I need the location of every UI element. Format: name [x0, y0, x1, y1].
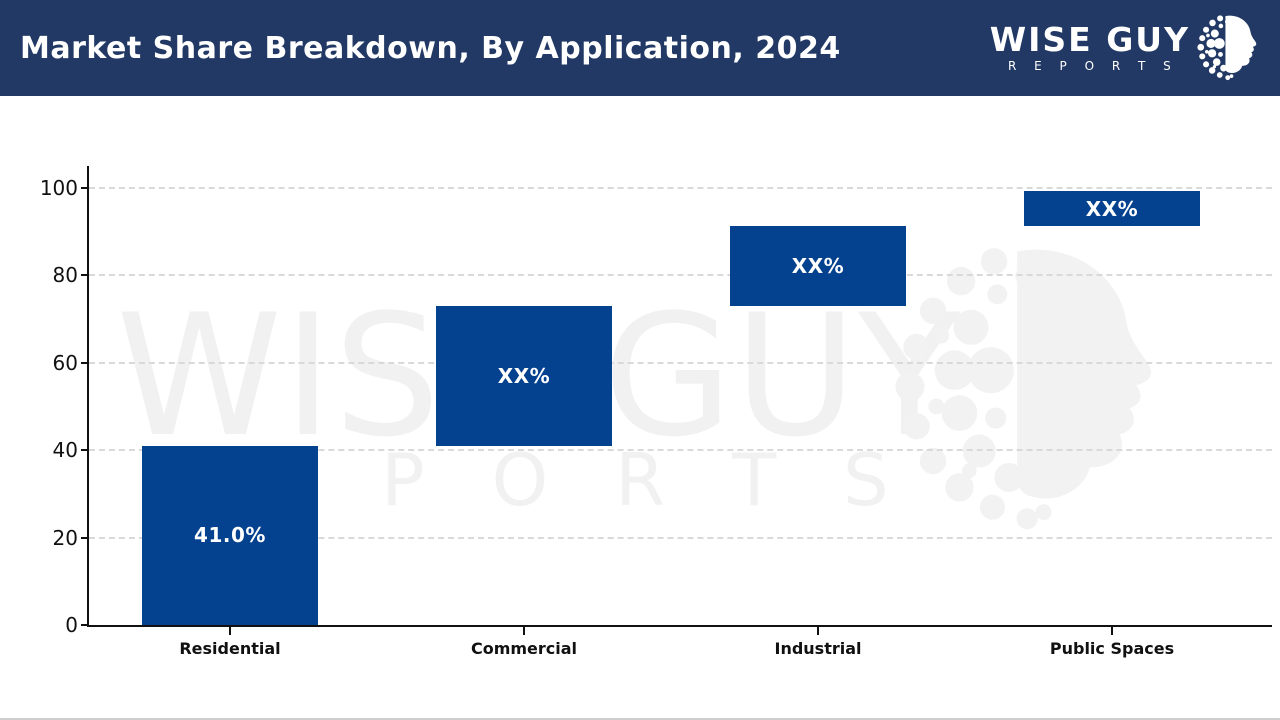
bar-industrial: XX% [730, 226, 906, 307]
y-tick-label: 100 [39, 175, 78, 200]
y-tick-label: 80 [52, 263, 78, 287]
gridline-40 [89, 449, 1272, 451]
bar-value-label: 41.0% [194, 523, 266, 548]
bar-public-spaces: XX% [1024, 190, 1200, 227]
gridline-100 [89, 186, 1272, 189]
y-tick-60 [81, 361, 89, 364]
bar-value-label: XX% [1085, 196, 1139, 221]
x-tick-3 [1111, 627, 1113, 635]
y-tick-80 [81, 274, 89, 276]
logo-subtitle: R E P O R T S [1007, 58, 1178, 73]
logo-wordmark: WISE GUY [989, 20, 1190, 60]
gridline-20 [89, 536, 1272, 539]
bar-residential: 41.0% [142, 445, 318, 625]
y-tick-40 [81, 449, 89, 451]
logo-dotted-head-icon [1197, 15, 1257, 81]
x-tick-2 [817, 627, 819, 635]
header-bar: Market Share Breakdown, By Application, … [0, 0, 1280, 96]
x-tick-label-industrial: Industrial [774, 639, 862, 658]
bar-commercial: XX% [436, 306, 612, 446]
gridline-80 [89, 274, 1272, 276]
y-tick-label: 40 [52, 438, 78, 462]
logo-text: WISE GUY R E P O R T S [990, 23, 1190, 73]
bar-value-label: XX% [791, 254, 845, 279]
page-title: Market Share Breakdown, By Application, … [20, 30, 841, 66]
y-tick-label: 0 [65, 613, 78, 637]
y-tick-0 [81, 624, 89, 626]
wise-guy-reports-logo: WISE GUY R E P O R T S [990, 10, 1280, 86]
footer-divider [0, 718, 1280, 720]
x-axis-spine [87, 625, 1272, 627]
gridline-60 [89, 361, 1272, 364]
y-tick-100 [81, 186, 89, 189]
x-tick-label-public-spaces: Public Spaces [1049, 639, 1175, 658]
y-tick-20 [81, 536, 89, 539]
y-tick-label: 60 [52, 350, 78, 375]
x-tick-0 [229, 627, 231, 635]
y-tick-label: 20 [52, 525, 78, 550]
x-tick-label-residential: Residential [179, 639, 281, 658]
x-tick-label-commercial: Commercial [470, 639, 578, 658]
x-tick-1 [523, 627, 525, 635]
y-axis-spine [87, 166, 89, 627]
bar-value-label: XX% [497, 363, 551, 388]
